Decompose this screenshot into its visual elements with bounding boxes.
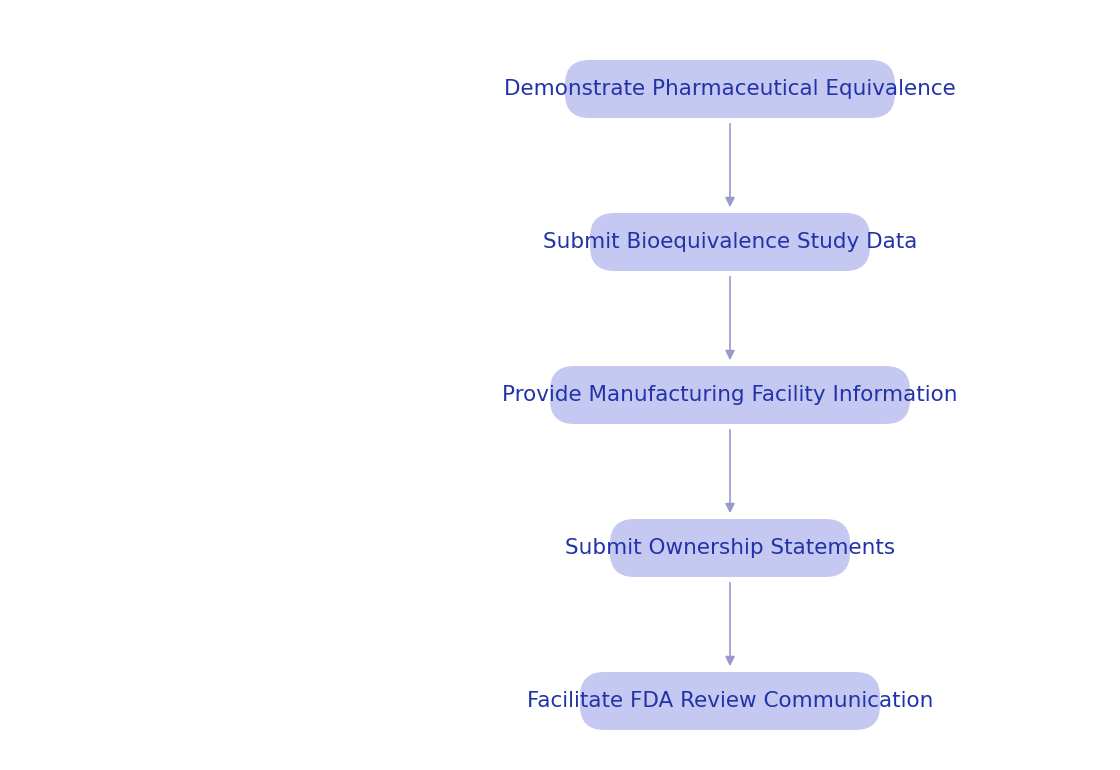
FancyBboxPatch shape [580, 672, 880, 730]
Text: Facilitate FDA Review Communication: Facilitate FDA Review Communication [526, 691, 933, 711]
FancyBboxPatch shape [564, 60, 895, 118]
Text: Provide Manufacturing Facility Information: Provide Manufacturing Facility Informati… [502, 385, 958, 405]
Text: Demonstrate Pharmaceutical Equivalence: Demonstrate Pharmaceutical Equivalence [504, 79, 955, 99]
Text: Submit Bioequivalence Study Data: Submit Bioequivalence Study Data [543, 232, 917, 252]
FancyBboxPatch shape [550, 366, 909, 424]
FancyBboxPatch shape [610, 519, 850, 577]
Text: Submit Ownership Statements: Submit Ownership Statements [564, 538, 895, 558]
FancyBboxPatch shape [590, 213, 870, 271]
